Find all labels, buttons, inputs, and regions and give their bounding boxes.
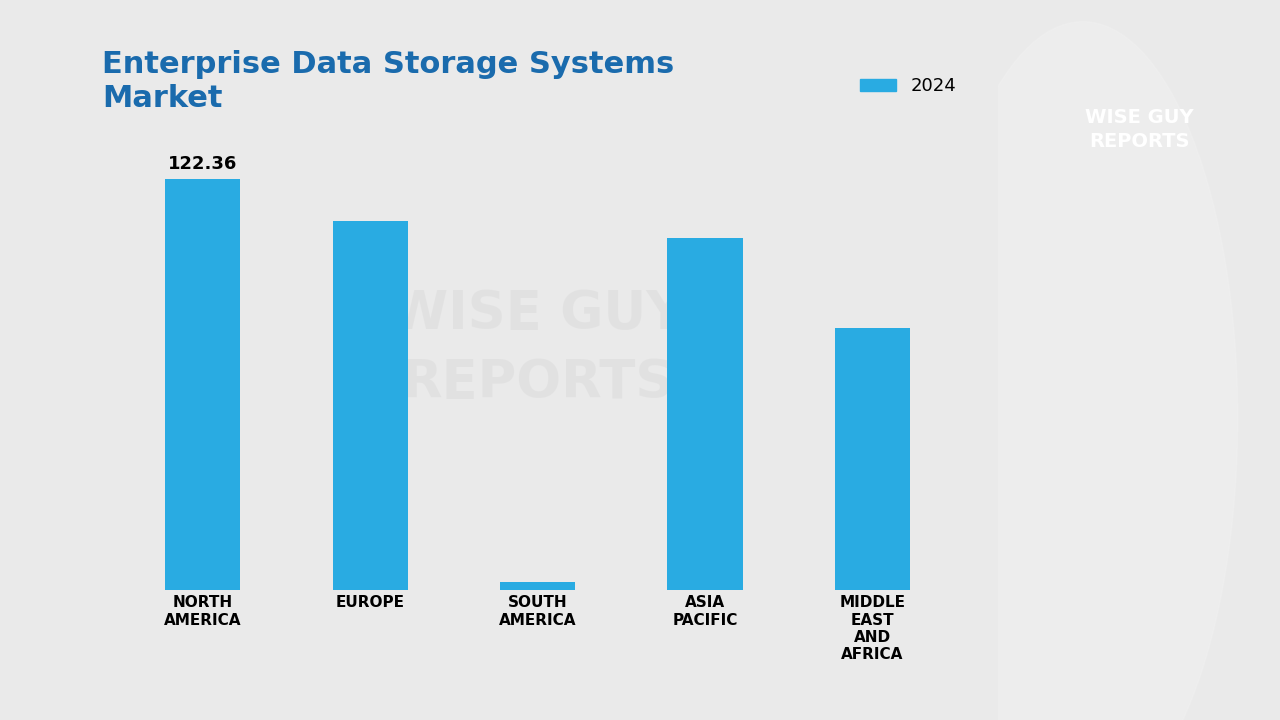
Text: Enterprise Data Storage Systems
Market: Enterprise Data Storage Systems Market: [102, 50, 675, 113]
Bar: [835, 328, 910, 590]
Text: WISE GUY
REPORTS: WISE GUY REPORTS: [1085, 108, 1193, 151]
Bar: [333, 221, 408, 590]
Text: WISE GUY
REPORTS: WISE GUY REPORTS: [390, 288, 685, 409]
Bar: [500, 582, 575, 590]
Bar: [165, 179, 241, 590]
Text: 122.36: 122.36: [168, 155, 238, 173]
Bar: [667, 238, 742, 590]
Legend: 2024: 2024: [852, 71, 964, 103]
Circle shape: [928, 22, 1238, 720]
